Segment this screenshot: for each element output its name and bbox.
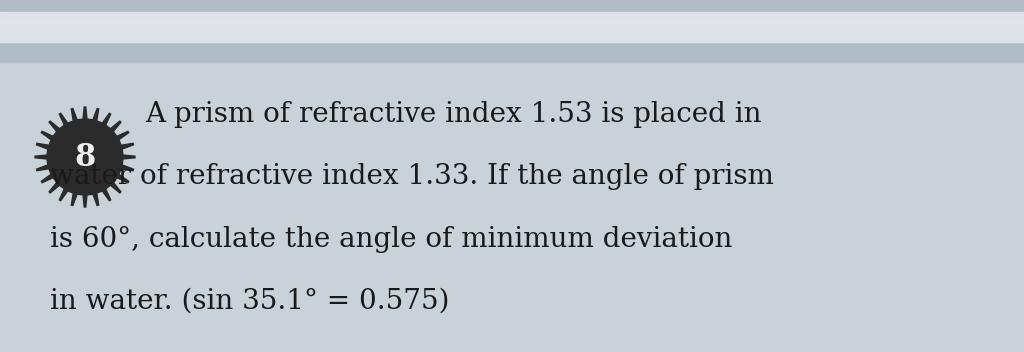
Bar	[0, 39, 1024, 42]
Text: 8: 8	[75, 142, 95, 172]
Text: water of refractive index 1.33. If the angle of prism: water of refractive index 1.33. If the a…	[50, 163, 774, 190]
Bar	[0, 35, 1024, 38]
Circle shape	[49, 121, 121, 193]
Bar	[0, 37, 1024, 40]
Bar	[0, 29, 1024, 32]
Bar	[0, 12, 1024, 42]
Bar	[0, 43, 1024, 46]
Text: is 60°, calculate the angle of minimum deviation: is 60°, calculate the angle of minimum d…	[50, 226, 732, 252]
Text: in water. (sin 35.1° = 0.575): in water. (sin 35.1° = 0.575)	[50, 288, 450, 314]
Bar	[0, 0, 1024, 62]
Bar	[0, 25, 1024, 28]
Bar	[0, 27, 1024, 30]
Polygon shape	[35, 107, 135, 207]
Bar	[0, 31, 1024, 34]
Bar	[0, 33, 1024, 36]
Bar	[0, 23, 1024, 26]
Bar	[0, 41, 1024, 44]
Bar	[0, 49, 1024, 52]
Bar	[0, 47, 1024, 50]
Bar	[0, 45, 1024, 48]
Bar	[0, 55, 1024, 58]
Text: A prism of refractive index 1.53 is placed in: A prism of refractive index 1.53 is plac…	[145, 101, 762, 128]
Bar	[0, 57, 1024, 60]
Bar	[0, 53, 1024, 56]
Bar	[0, 19, 1024, 22]
Bar	[0, 21, 1024, 24]
Bar	[0, 51, 1024, 54]
